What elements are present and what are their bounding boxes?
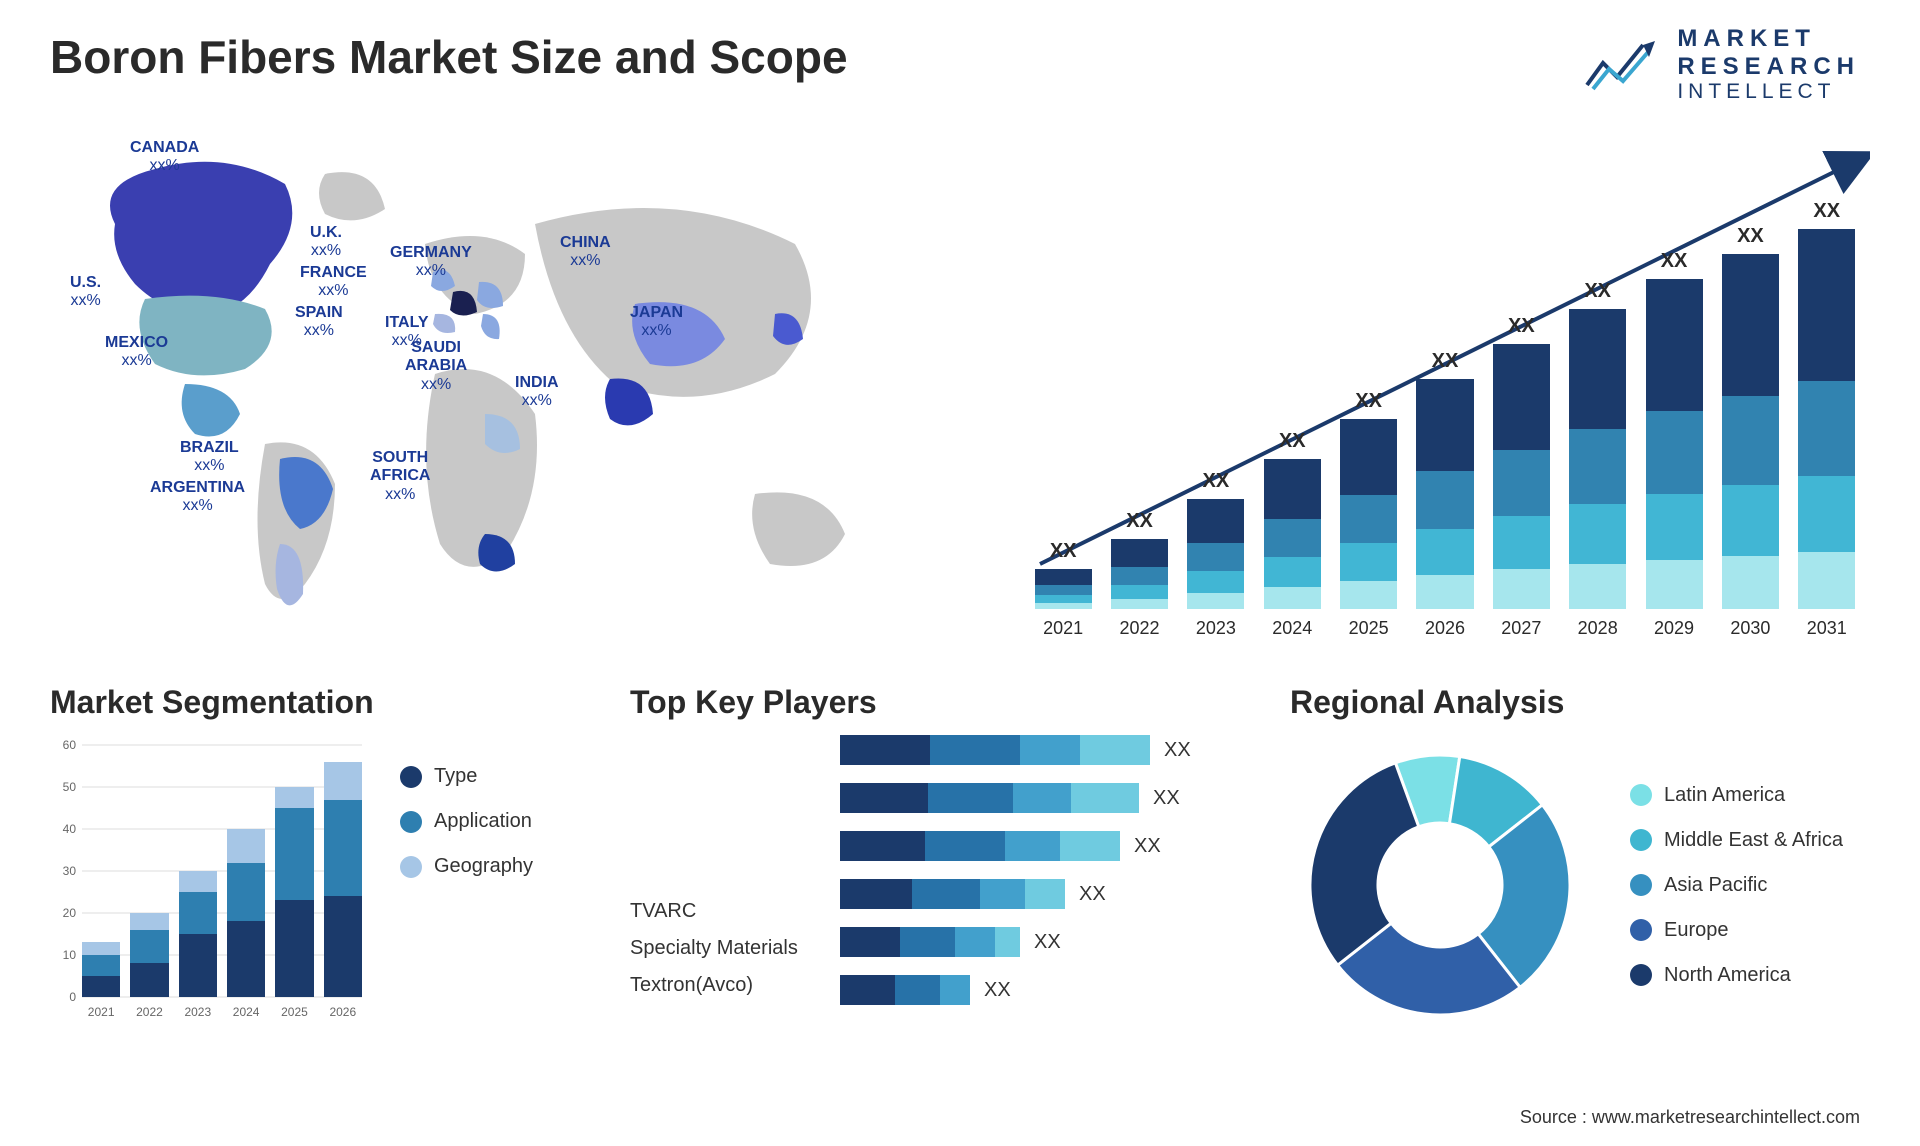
forecast-bar: XX2024: [1259, 430, 1325, 609]
tkp-row: XX: [840, 927, 1191, 957]
tkp-name: Textron(Avco): [630, 974, 820, 997]
map-label: CHINAxx%: [560, 234, 611, 271]
tkp-header: Top Key Players: [630, 684, 1230, 721]
map-label: MEXICOxx%: [105, 334, 168, 371]
ra-header: Regional Analysis: [1290, 684, 1870, 721]
top-key-players-panel: Top Key Players TVARC Specialty Materials…: [630, 684, 1230, 1064]
forecast-bar: XX2021: [1030, 540, 1096, 609]
tkp-row: XX: [840, 783, 1191, 813]
map-label: SOUTHAFRICAxx%: [370, 449, 430, 504]
forecast-bar: XX2022: [1106, 510, 1172, 609]
segmentation-chart: 0 10 20 30 40 50 60 2021 2022 2023 2024 2025 2026: [50, 735, 370, 1025]
legend-item: Latin America: [1630, 784, 1843, 807]
tkp-row: XX: [840, 831, 1191, 861]
forecast-bar: XX2030: [1717, 225, 1783, 609]
svg-text:20: 20: [63, 906, 77, 920]
legend-item: Asia Pacific: [1630, 874, 1843, 897]
segmentation-legend: Type Application Geography: [400, 735, 533, 1025]
seg-bar: 2021: [82, 942, 120, 997]
map-label: BRAZILxx%: [180, 439, 239, 476]
tkp-row: XX: [840, 975, 1191, 1005]
map-label: GERMANYxx%: [390, 244, 472, 281]
map-label: SPAINxx%: [295, 304, 343, 341]
seg-bar: 2026: [324, 762, 362, 997]
svg-text:60: 60: [63, 738, 77, 752]
map-label: CANADAxx%: [130, 139, 199, 176]
forecast-bar: XX2027: [1488, 315, 1554, 609]
map-label: JAPANxx%: [630, 304, 683, 341]
tkp-name: TVARC: [630, 900, 820, 923]
regional-legend: Latin America Middle East & Africa Asia Pa…: [1630, 784, 1843, 987]
logo-text3: INTELLECT: [1677, 80, 1860, 104]
svg-text:30: 30: [63, 864, 77, 878]
seg-bar: 2022: [130, 913, 168, 997]
logo-text1: MARKET: [1677, 25, 1860, 53]
tkp-row: XX: [840, 735, 1191, 765]
forecast-bar: XX2025: [1335, 390, 1401, 609]
svg-text:10: 10: [63, 948, 77, 962]
legend-item: Type: [400, 765, 533, 788]
seg-bar: 2024: [227, 829, 265, 997]
segmentation-panel: Market Segmentation 0 10 20 30 40 50 60 2021 20…: [50, 684, 570, 1064]
world-map: CANADAxx% U.S.xx%MEXICOxx% BRAZILxx%ARGENT…: [50, 114, 960, 644]
forecast-bar: XX2023: [1183, 470, 1249, 609]
seg-bar: 2023: [179, 871, 217, 997]
map-label: U.S.xx%: [70, 274, 101, 311]
forecast-chart: XX2021XX2022XX2023XX2024XX2025XX2026XX20…: [1000, 114, 1870, 644]
map-label: SAUDIARABIAxx%: [405, 339, 467, 394]
segmentation-header: Market Segmentation: [50, 684, 570, 721]
tkp-name: Specialty Materials: [630, 937, 820, 960]
svg-text:0: 0: [69, 990, 76, 1004]
legend-item: Geography: [400, 855, 533, 878]
forecast-bar: XX2028: [1565, 280, 1631, 609]
map-label: INDIAxx%: [515, 374, 559, 411]
tkp-row: XX: [840, 879, 1191, 909]
legend-item: North America: [1630, 964, 1843, 987]
source-text: Source : www.marketresearchintellect.com: [1520, 1107, 1860, 1128]
legend-item: Application: [400, 810, 533, 833]
regional-donut: [1290, 735, 1590, 1035]
forecast-bar: XX2031: [1794, 200, 1860, 609]
svg-text:50: 50: [63, 780, 77, 794]
logo-text2: RESEARCH: [1677, 53, 1860, 81]
forecast-bar: XX2029: [1641, 250, 1707, 609]
map-label: U.K.xx%: [310, 224, 342, 261]
forecast-bar: XX2026: [1412, 350, 1478, 609]
brand-logo: MARKET RESEARCH INTELLECT: [1583, 25, 1860, 104]
svg-text:40: 40: [63, 822, 77, 836]
map-label: FRANCExx%: [300, 264, 367, 301]
legend-item: Europe: [1630, 919, 1843, 942]
seg-bar: 2025: [275, 787, 313, 997]
regional-analysis-panel: Regional Analysis Latin America Middle Ea…: [1290, 684, 1870, 1064]
map-label: ARGENTINAxx%: [150, 479, 245, 516]
legend-item: Middle East & Africa: [1630, 829, 1843, 852]
